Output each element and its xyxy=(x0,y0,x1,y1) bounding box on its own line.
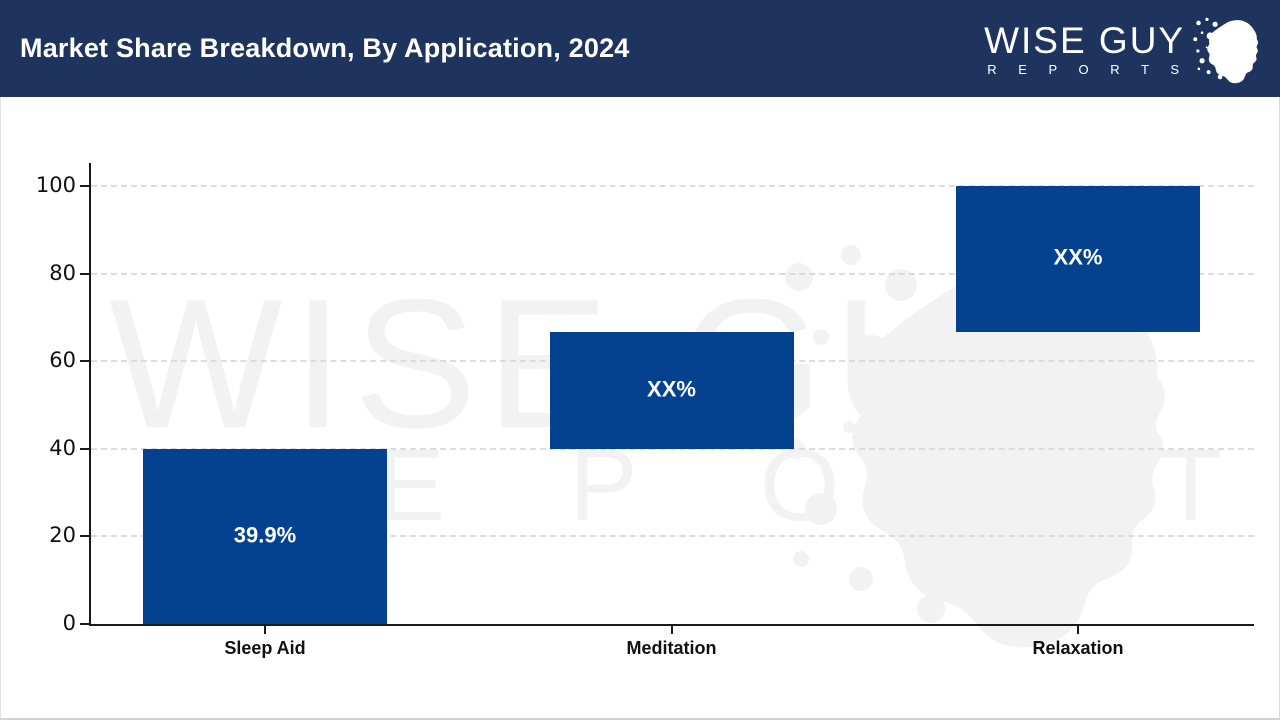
y-axis-spine xyxy=(89,163,91,626)
y-tick-label: 80 xyxy=(49,260,76,285)
gridline xyxy=(91,535,1254,538)
y-tick-label: 0 xyxy=(62,611,76,635)
y-tick-label: 20 xyxy=(49,523,76,548)
bar-value-label: XX% xyxy=(1053,244,1103,270)
y-tick-label: 60 xyxy=(49,348,76,373)
plot-area: 0 20 40 60 80 100 39.9% Sleep Aid XX% Meditation X… xyxy=(1,97,1279,718)
gridline xyxy=(91,272,1254,275)
y-tick-mark xyxy=(80,535,89,538)
header-bar: Market Share Breakdown, By Application, … xyxy=(0,0,1280,97)
y-tick-label: 100 xyxy=(35,173,76,197)
y-tick-mark xyxy=(80,360,89,363)
x-axis-spine xyxy=(89,624,1254,626)
x-category-label: Sleep Aid xyxy=(224,638,306,658)
bar-value-label: 39.9% xyxy=(233,522,297,548)
logo-face-icon xyxy=(1193,17,1259,83)
bar-sleep-aid: 39.9% xyxy=(143,449,387,624)
y-tick-label: 40 xyxy=(49,435,76,460)
bar-relaxation: XX% xyxy=(956,186,1200,333)
x-tick-mark xyxy=(264,626,266,634)
x-category-label: Meditation xyxy=(626,638,717,658)
logo-line1: WISE GUY xyxy=(984,19,1186,61)
wise-guy-logo: WISE GUY R E P O R T S xyxy=(981,11,1280,87)
x-tick-mark xyxy=(1077,626,1079,634)
y-tick-mark xyxy=(80,623,89,625)
y-tick-mark xyxy=(80,447,89,450)
logo-line2: R E P O R T S xyxy=(987,61,1188,77)
y-tick-mark xyxy=(80,185,89,187)
logo-wordmark: WISE GUY R E P O R T S xyxy=(981,22,1188,76)
chart-title: Market Share Breakdown, By Application, … xyxy=(20,33,630,63)
x-tick-mark xyxy=(670,626,673,634)
bar-value-label: XX% xyxy=(647,376,696,402)
bar-meditation: XX% xyxy=(549,332,794,450)
y-tick-mark xyxy=(80,272,89,275)
x-category-label: Relaxation xyxy=(1032,638,1124,658)
chart-canvas: WISE GUY R E P O R T S 02040608010039.9%… xyxy=(0,97,1280,720)
gridline xyxy=(91,185,1254,187)
